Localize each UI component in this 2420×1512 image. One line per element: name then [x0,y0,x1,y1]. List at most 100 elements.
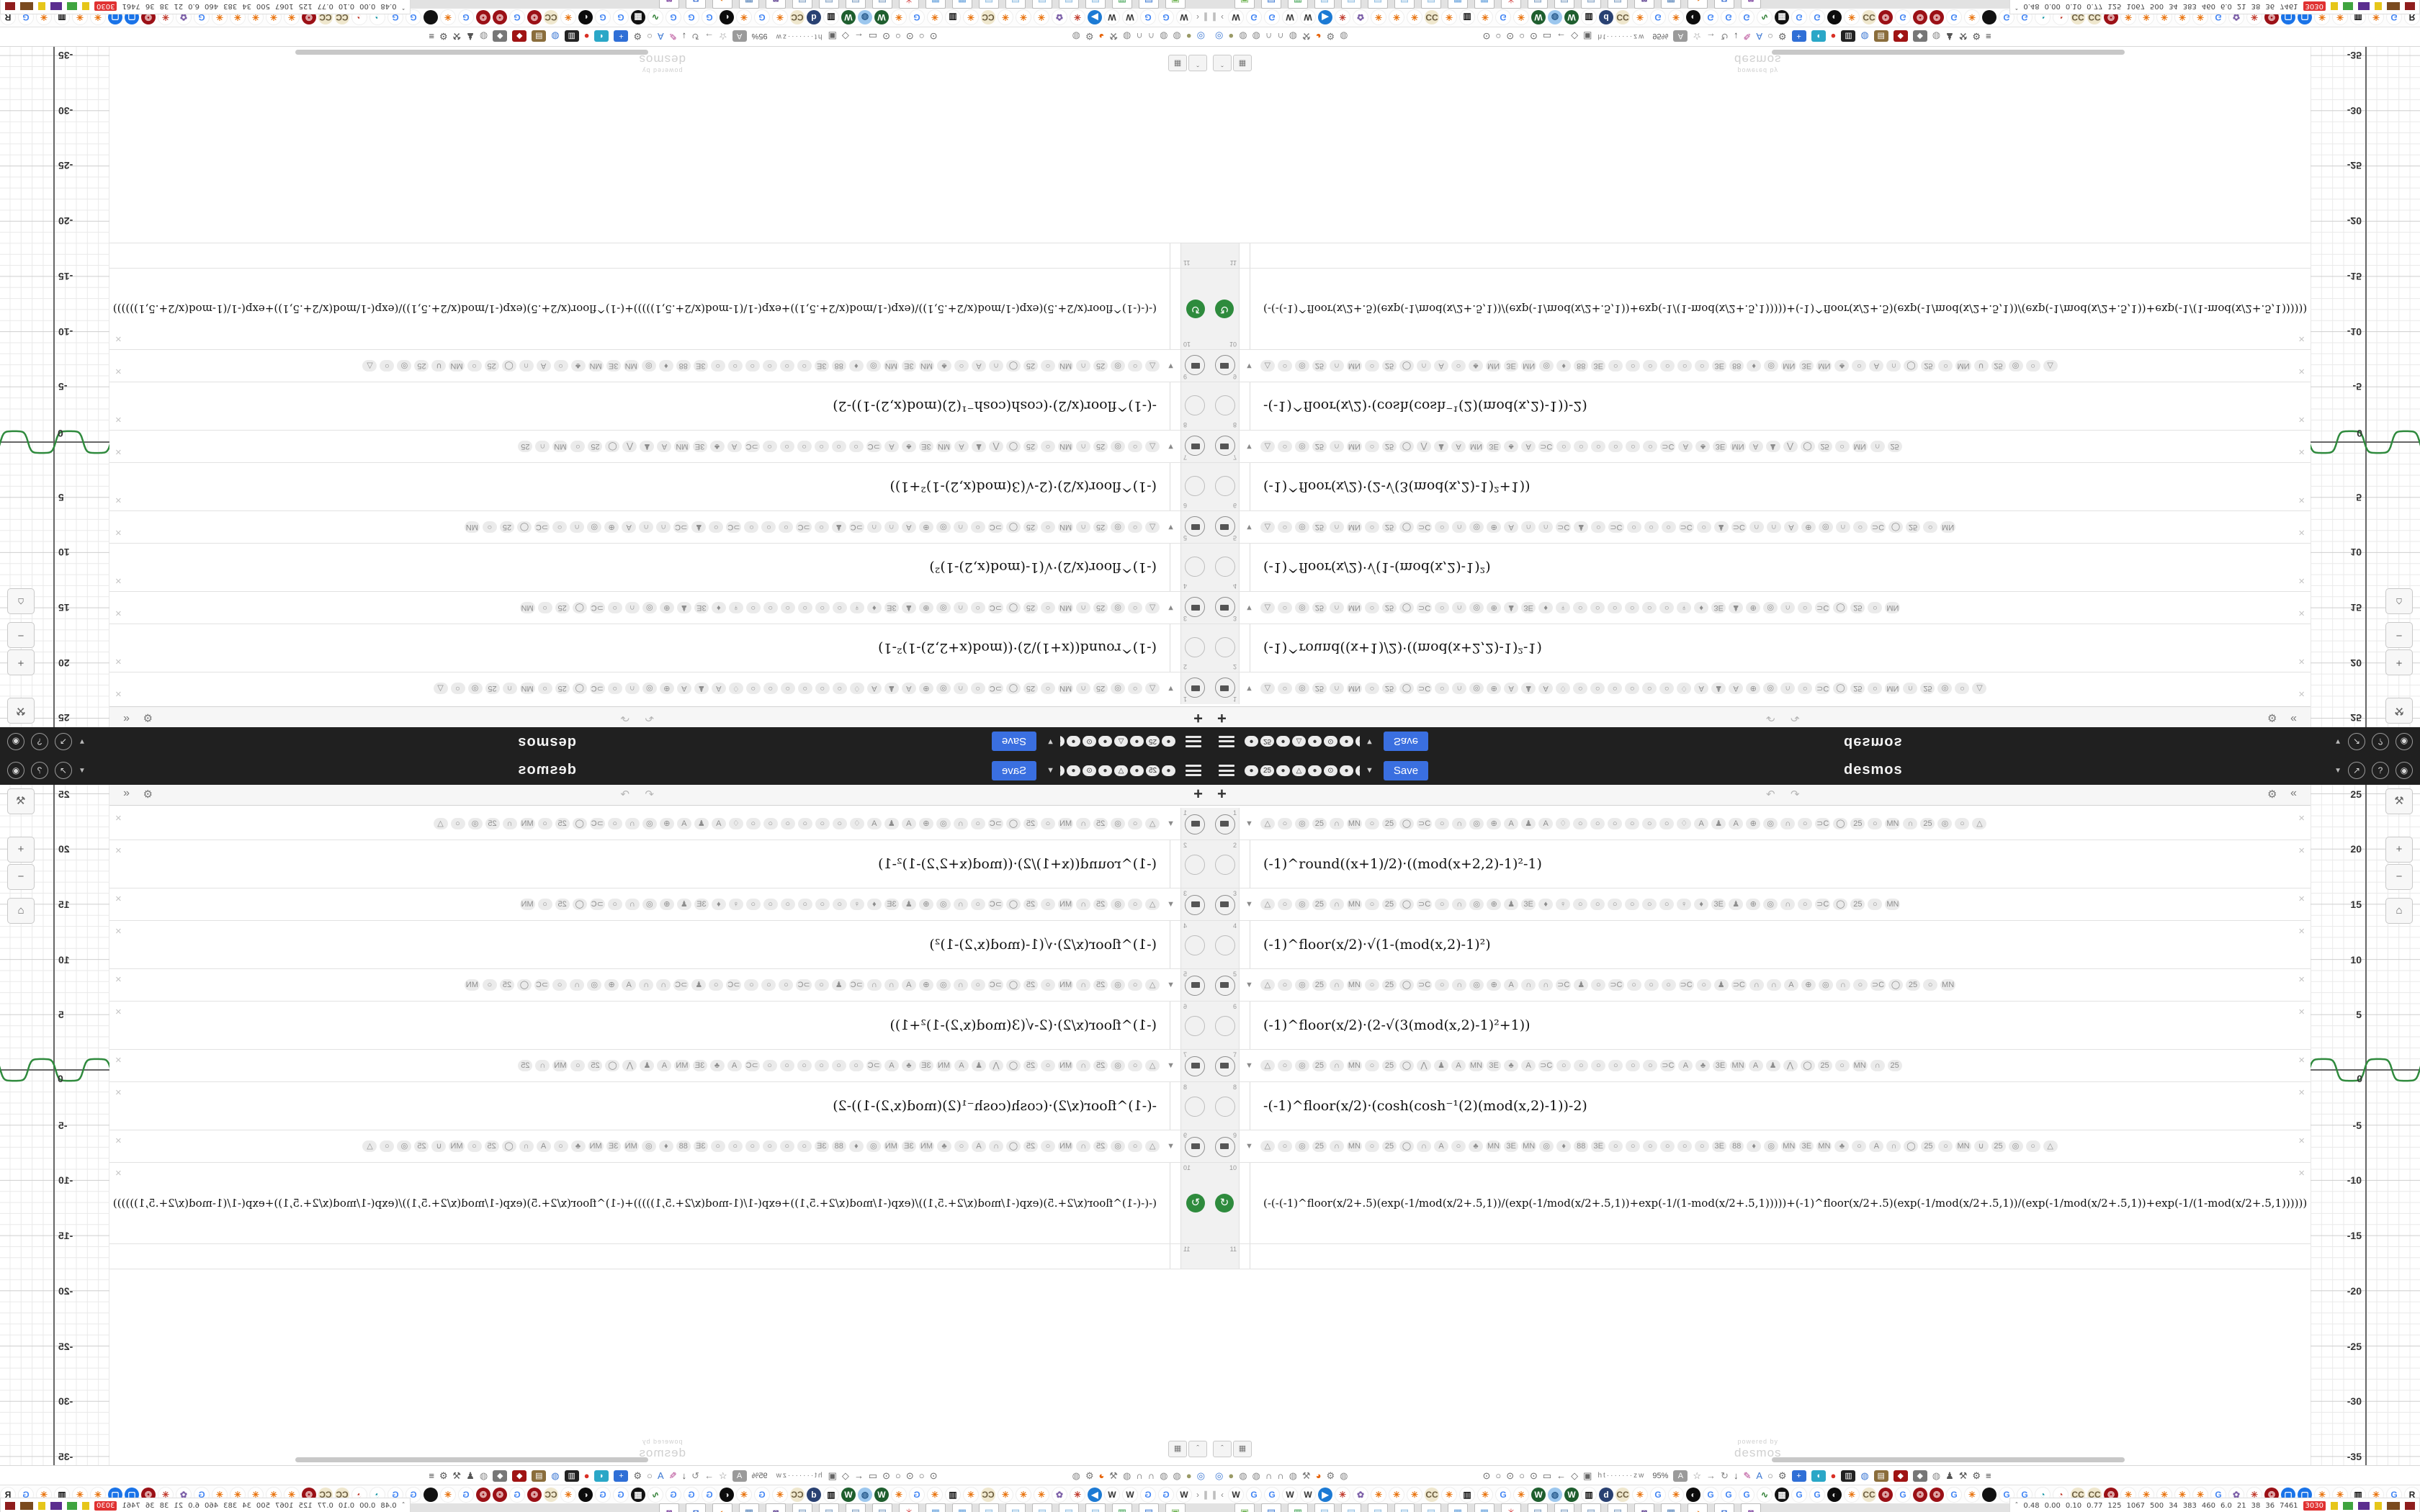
bookmark-favicon[interactable]: ◐ [578,1488,593,1502]
bookmark-favicon[interactable]: ◐ [720,10,734,24]
plot-toggle-icon[interactable] [1215,1097,1235,1117]
nav-icon[interactable]: ◇ [841,1470,849,1481]
nav-icon[interactable]: ⊙ [1482,1470,1491,1481]
bookmark-favicon[interactable]: ❂ [493,1488,507,1502]
bookmark-favicon[interactable]: ✳ [1070,1487,1085,1503]
browser-action-icon[interactable]: ○ [1767,31,1773,42]
bookmark-favicon[interactable]: G [613,9,629,25]
nav-icon[interactable]: ▣ [1583,1470,1592,1481]
folder-collapse-caret-icon[interactable]: ▼ [1167,684,1175,693]
bookmark-favicon[interactable]: ❂ [493,10,507,24]
bookmark-favicon[interactable]: ▦ [631,1488,645,1502]
folder-row[interactable]: 7 ▼ △ ○ ◎ 25 ∩ MN ○ 25 ◯ ⋀ ♟ A MN 3E ♣ A ⊃C ○ ○ ○ ○ ○ ○ ⊃C A ♣ 3E MN A… [1210,430,2311,462]
tab-favicon[interactable]: ▦ [926,0,946,9]
delete-row-icon[interactable]: × [115,413,122,426]
bookmark-favicon[interactable]: ◍ [1548,1488,1562,1502]
home-button[interactable]: ⌂ [7,898,35,924]
zoom-in-button[interactable]: + [7,649,35,675]
tab-favicon[interactable]: ◕ [712,0,732,9]
tab-favicon[interactable]: ▤ [1005,0,1026,9]
extension-icon[interactable]: ∩ [1147,1470,1155,1481]
extension-icon[interactable]: ◍ [1173,31,1181,42]
nav-icon[interactable]: ◇ [841,31,849,42]
nav-icon[interactable]: ○ [918,31,925,42]
bookmark-favicon[interactable]: ✳ [772,9,788,25]
bookmark-favicon[interactable]: ✳ [736,9,752,25]
expression-row[interactable]: 4 (-1)^floor(x/2)·√(1-(mod(x,2)-1)²) × [109,921,1210,969]
folder-icon[interactable] [1215,516,1235,536]
bookmark-favicon[interactable]: ▥ [823,9,839,25]
bookmark-favicon[interactable]: G [1895,9,1911,25]
add-expression-button[interactable]: + [1217,785,1227,803]
bookmark-favicon[interactable]: ✿ [1353,9,1368,25]
delete-row-icon[interactable]: × [2298,973,2305,986]
main-menu-icon[interactable] [1186,736,1201,747]
bookmark-favicon[interactable]: G [595,1487,611,1503]
title-dropdown-icon[interactable]: ▼ [1047,766,1054,775]
bookmark-favicon[interactable]: W [1531,1488,1546,1502]
folder-collapse-caret-icon[interactable]: ▼ [1245,1142,1253,1151]
row-content[interactable]: (-1)^floor(x/2)·(2-√(3(mod(x,2)-1)²+1)) [109,1002,1170,1049]
folder-row[interactable]: 5 ▼ △ ○ ◎ 25 ∩ MN ○ 25 ◯ ⊃C ○ ∩ ◎ ⊕ A ∩ ∩ ⊃C ♟ ○ ⊃C ○ ○ ○ ⊃C ○ ♟ ⊃C ∩ ∩… [109,510,1210,543]
browser-action-icon[interactable]: ≡ [429,31,434,42]
tab-favicon[interactable]: ◘ [1714,1503,1734,1512]
expression-row[interactable]: 2 (-1)^round((x+1)/2)·((mod(x+2,2)-1)²-1)… [109,624,1210,672]
bookmark-favicon[interactable]: ◐ [1827,10,1842,24]
tab-favicon[interactable]: ▤ [979,0,999,9]
folder-collapse-caret-icon[interactable]: ▼ [1245,603,1253,612]
delete-row-icon[interactable]: × [2298,575,2305,587]
folder-row[interactable]: 1 ▼ △ ○ ◎ 25 ∩ MN ○ 25 ◯ ⊃C ○ ∩ ◎ ⊕ A ♟ A ♢ ○ ○ ○ ○ ○ ○ ♢ A ♟ A ⊕ ◎ ∩ ○ ⊃C… [109,808,1210,840]
bookmark-favicon[interactable]: ✳ [927,1487,943,1503]
folder-collapse-caret-icon[interactable]: ▼ [1245,819,1253,828]
extension-icon[interactable]: ◎ [1215,1470,1224,1481]
expression-row[interactable]: 10 ↻ (-(-(-1)^floor(x/2+.5)(exp(-1/mod(x/2… [1210,268,2311,349]
stats-expander-icon[interactable]: ˆ [401,1501,405,1510]
browser-action-icon[interactable]: ↻ [1721,1470,1729,1481]
edit-list-gear-icon[interactable]: ⚙ [2267,788,2277,801]
add-expression-button[interactable]: + [1193,785,1203,803]
bookmark-favicon[interactable]: ● [1982,1488,1996,1502]
bookmark-favicon[interactable]: G [909,9,925,25]
tab-favicon[interactable]: ▤ [819,1503,839,1512]
tab-favicon[interactable]: ▦ [1661,1503,1681,1512]
zoom-out-button[interactable]: − [2385,864,2413,890]
expression-row[interactable]: 11 [1210,1244,2311,1269]
browser-action-icon[interactable]: ◆ [1893,1470,1908,1482]
bookmark-favicon[interactable]: ● [1982,10,1996,24]
graph-paper[interactable]: 25 20 15 10 5 -5 -10 -15 -20 -25 -30 -35 0 ⚒ + − ⌂ [0,785,109,1465]
bookmark-favicon[interactable]: ◍ [858,1488,872,1502]
account-icon[interactable]: ◉ [2396,762,2413,779]
extension-icon[interactable]: ● [1228,1470,1234,1481]
browser-action-icon[interactable]: ⚒ [1958,31,1968,42]
edit-list-gear-icon[interactable]: ⚙ [2267,711,2277,724]
bookmark-favicon[interactable]: ✳ [560,9,576,25]
row-content[interactable]: (-1)^floor(x/2)·(2-√(3(mod(x,2)-1)²+1)) [109,463,1170,510]
nav-icon[interactable]: ⊙ [929,1470,938,1481]
bookmark-favicon[interactable]: CC [544,10,558,24]
add-expression-button[interactable]: + [1217,709,1227,727]
expression-row[interactable]: 2 (-1)^round((x+1)/2)·((mod(x+2,2)-1)²-1)… [1210,624,2311,672]
graph-title[interactable]: ●25●△●⊙●◎●25●∩… [1245,736,1360,747]
bookmark-favicon[interactable]: ✳ [1034,9,1049,25]
row-content[interactable]: ▼ △ ○ ◎ 25 ∩ MN ○ 25 ◯ ⋀ ♟ A MN 3E ♣ A ⊃C ○ ○ ○ ○ ○ ○ ⊃C A ♣ 3E MN A ♟… [1240,1050,2311,1081]
delete-row-icon[interactable]: × [115,688,122,700]
bookmark-favicon[interactable]: G [1739,1487,1754,1503]
bookmark-favicon[interactable]: ▥ [1459,1487,1475,1503]
tab-favicon[interactable]: ▦ [1661,0,1681,9]
horizontal-scrollbar-thumb[interactable] [295,1457,648,1462]
extension-icon[interactable]: ◕ [1315,1470,1322,1481]
title-dropdown-icon[interactable]: ▼ [1366,737,1373,746]
bookmark-favicon[interactable]: ▶ [1088,10,1102,24]
row-content[interactable]: ▼ △ ○ ◎ 25 ∩ MN ○ 25 ◯ ∩ A ○ ♣ MN 3E MN ◎ ♦ 88 3E ○ ○ ○ ○ ○ ○ 3E 88 ♦… [109,1130,1180,1162]
tab-favicon[interactable]: ▤ [1059,1503,1079,1512]
edit-list-gear-icon[interactable]: ⚙ [143,788,153,801]
tab-favicon[interactable]: ◙ [659,1503,679,1512]
bookmark-favicon[interactable]: ✳ [1407,9,1422,25]
bookmark-favicon[interactable]: ✳ [1371,1487,1386,1503]
browser-action-icon[interactable]: → [1706,31,1716,42]
delete-row-icon[interactable]: × [2298,494,2305,506]
delete-row-icon[interactable]: × [115,655,122,667]
bookmark-favicon[interactable]: CC [790,1488,805,1502]
folder-row[interactable]: 3 ▼ △ ○ ◎ 25 ∩ MN ○ 25 ◯ ⊃C ○ ∩ ◎ ⊕ ♟ 3E ♦ ♀ ○ ○ ○ ○ ○ ○ ♀ ♦ 3E ♟ ⊕ ◎ ∩ ○… [1210,591,2311,624]
bookmark-favicon[interactable]: G [1246,1487,1262,1503]
